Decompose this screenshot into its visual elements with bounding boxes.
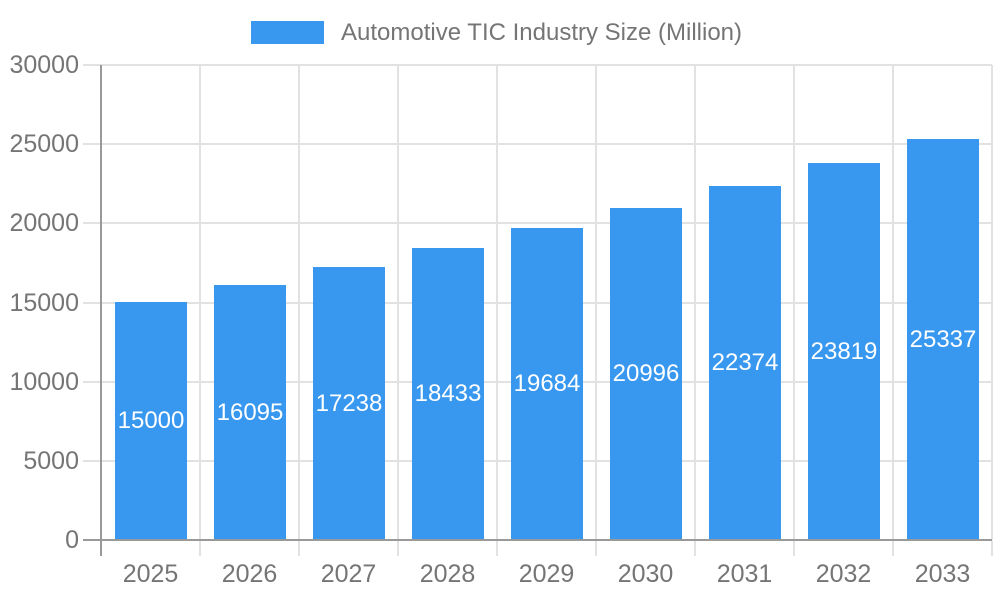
x-axis-label: 2026 [221, 560, 278, 588]
x-axis-label: 2025 [122, 560, 179, 588]
bar-value-label: 22374 [711, 349, 779, 376]
legend-label: Automotive TIC Industry Size (Million) [341, 19, 743, 46]
y-axis-tick [83, 222, 101, 224]
y-axis-tick [83, 143, 101, 145]
y-axis-label: 30000 [9, 51, 79, 79]
gridline-vertical [694, 65, 696, 540]
gridline-vertical [397, 65, 399, 540]
bar[interactable]: 15000 [115, 302, 187, 540]
bar[interactable]: 18433 [412, 248, 484, 540]
bar-value-label: 17238 [315, 390, 383, 417]
bar-value-label: 16095 [216, 399, 284, 426]
x-axis-label: 2029 [518, 560, 575, 588]
x-axis-tick [694, 541, 696, 556]
bar[interactable]: 16095 [214, 285, 286, 540]
legend[interactable]: Automotive TIC Industry Size (Million) [0, 0, 1000, 60]
x-axis-tick [991, 541, 993, 556]
x-axis-tick [199, 541, 201, 556]
y-axis-line [100, 65, 102, 556]
x-axis-tick [595, 541, 597, 556]
x-axis-tick [397, 541, 399, 556]
bar[interactable]: 19684 [511, 228, 583, 540]
y-axis-tick [83, 302, 101, 304]
y-axis-tick [83, 460, 101, 462]
gridline-vertical [892, 65, 894, 540]
gridline-vertical [496, 65, 498, 540]
gridline-vertical [199, 65, 201, 540]
gridline-vertical [793, 65, 795, 540]
bar-value-label: 19684 [513, 370, 581, 397]
legend-swatch [251, 21, 324, 44]
gridline-vertical [595, 65, 597, 540]
y-axis-label: 25000 [9, 130, 79, 158]
x-axis-tick [793, 541, 795, 556]
y-axis-tick [83, 381, 101, 383]
bar[interactable]: 25337 [907, 139, 979, 540]
bar[interactable]: 17238 [313, 267, 385, 540]
bar-value-label: 20996 [612, 360, 680, 387]
x-axis-label: 2030 [617, 560, 674, 588]
y-axis-label: 15000 [9, 289, 79, 317]
x-axis-label: 2031 [716, 560, 773, 588]
bar-value-label: 15000 [117, 407, 185, 434]
bar[interactable]: 23819 [808, 163, 880, 540]
gridline-horizontal [101, 222, 992, 224]
y-axis-tick [83, 64, 101, 66]
bar-value-label: 25337 [909, 326, 977, 353]
bar[interactable]: 22374 [709, 186, 781, 540]
gridline-horizontal [101, 143, 992, 145]
x-axis-tick [298, 541, 300, 556]
bar-value-label: 23819 [810, 338, 878, 365]
x-axis-line [83, 539, 992, 541]
x-axis-tick [496, 541, 498, 556]
bar-value-label: 18433 [414, 380, 482, 407]
bar[interactable]: 20996 [610, 208, 682, 540]
gridline-horizontal [101, 64, 992, 66]
y-axis-label: 10000 [9, 368, 79, 396]
y-axis-label: 0 [65, 526, 79, 554]
x-axis-label: 2027 [320, 560, 377, 588]
x-axis-label: 2033 [914, 560, 971, 588]
x-axis-tick [892, 541, 894, 556]
gridline-vertical [298, 65, 300, 540]
y-axis-label: 5000 [23, 447, 79, 475]
y-axis-label: 20000 [9, 209, 79, 237]
x-axis-label: 2028 [419, 560, 476, 588]
x-axis-label: 2032 [815, 560, 872, 588]
gridline-vertical [991, 65, 993, 540]
